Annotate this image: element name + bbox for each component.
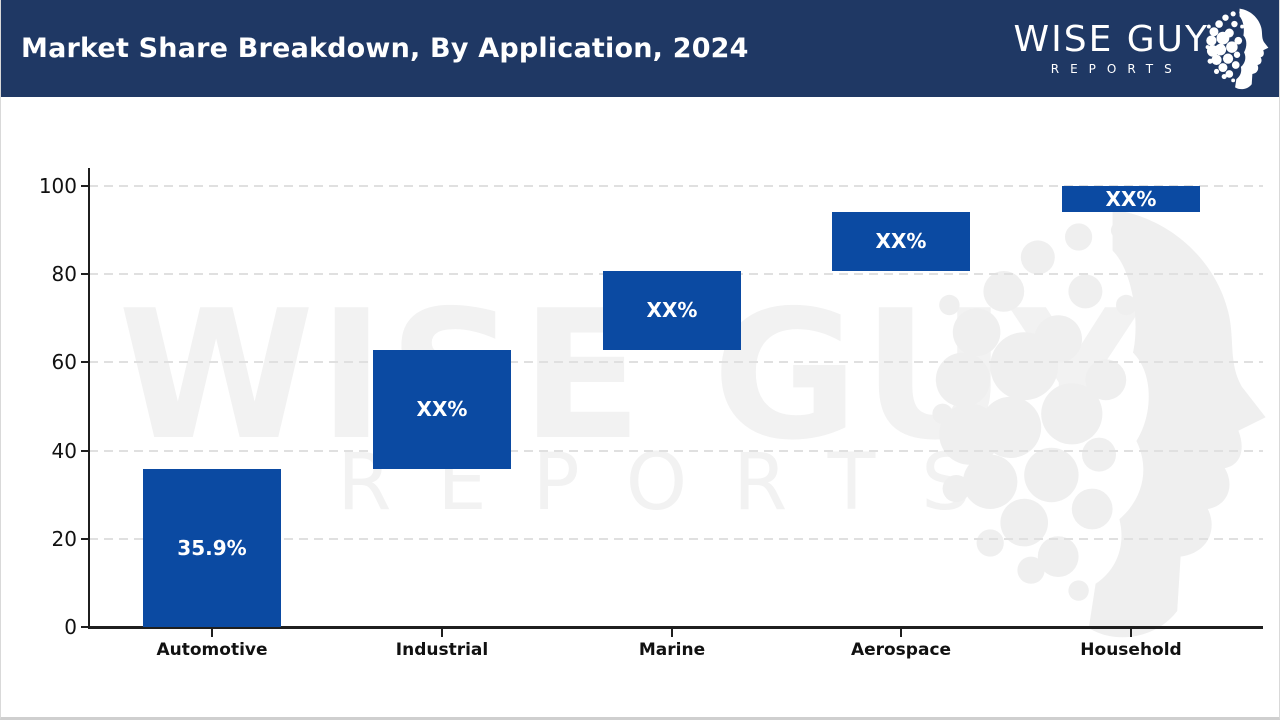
bar-value-label: XX% [875,229,927,254]
x-tick-label: Household [1080,640,1182,660]
y-tick-label: 60 [51,350,77,375]
bar-segment: 35.9% [143,468,281,627]
gridline [89,361,1263,364]
bar-segment: XX% [1062,186,1200,212]
y-tick-mark [81,537,89,540]
y-tick-mark [81,361,89,364]
bar-value-label: XX% [646,298,698,323]
x-tick-label: Automotive [156,640,268,660]
y-axis [88,168,90,629]
x-tick-label: Industrial [395,640,489,660]
gridline [89,449,1263,452]
x-tick-label: Aerospace [850,640,952,660]
bar-value-label: XX% [416,397,468,422]
y-tick-label: 20 [51,526,77,551]
page-title: Market Share Breakdown, By Application, … [21,33,749,64]
x-tick-mark [211,629,213,637]
bar-segment: XX% [603,270,741,350]
x-axis [88,626,1263,629]
x-tick-mark [900,629,902,637]
wiseguy-logo: WISE GUY REPORTS [1014,7,1270,91]
logo-subname: REPORTS [1050,61,1183,76]
gridline [89,185,1263,187]
y-tick-mark [81,185,89,187]
logo-name: WISE GUY [1013,18,1209,60]
y-tick-label: 100 [38,174,77,198]
x-tick-mark [1130,629,1132,637]
y-tick-label: 80 [51,262,77,287]
y-tick-mark [81,626,89,628]
x-tick-mark [671,629,673,637]
header: Market Share Breakdown, By Application, … [1,0,1279,97]
bar-segment: XX% [373,349,511,469]
x-tick-label: Marine [638,640,706,660]
y-tick-label: 40 [51,438,77,463]
y-tick-mark [81,273,89,276]
y-tick-label: 0 [64,615,77,639]
bar-value-label: XX% [1105,186,1157,211]
logo-face-icon [1205,8,1269,89]
bar-value-label: 35.9% [177,535,247,560]
bar-segment: XX% [832,211,970,271]
gridline [89,537,1263,540]
logo-wordmark: WISE GUY REPORTS [1013,18,1210,76]
y-tick-mark [81,449,89,452]
x-tick-mark [441,629,443,637]
